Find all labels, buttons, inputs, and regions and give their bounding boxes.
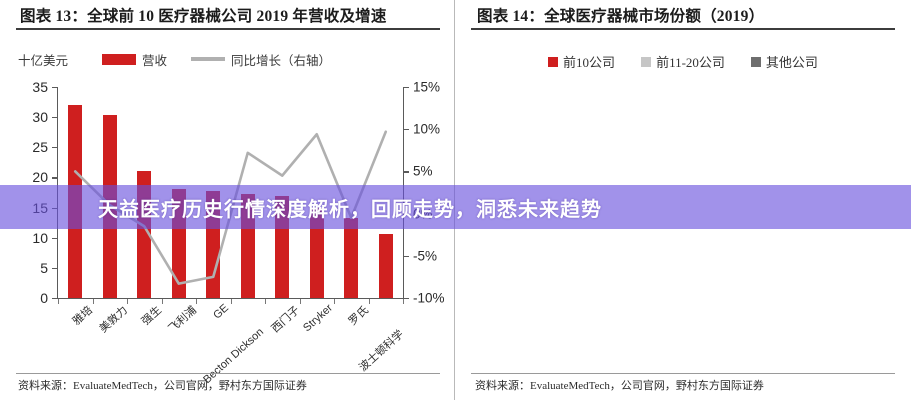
y2-axis-tick-label: 10% — [413, 121, 441, 137]
x-axis-label: 美敦力 — [97, 304, 130, 336]
x-axis-tick — [196, 299, 198, 304]
legend-item-growth: 同比增长（右轴） — [191, 50, 331, 69]
legend-label-growth: 同比增长（右轴） — [231, 53, 332, 68]
right-figure-title: 图表 14：全球医疗器械市场份额（2019） — [477, 8, 765, 25]
y-axis-tick — [52, 298, 57, 300]
x-axis-label: GE — [211, 302, 232, 322]
y-axis-tick — [52, 147, 57, 149]
pie-legend-label-top10: 前10公司 — [563, 55, 616, 70]
left-source-text: 资料来源：EvaluateMedTech，公司官网，野村东方国际证券 — [18, 380, 307, 392]
y2-axis-tick — [404, 171, 409, 173]
y2-axis-tick-label: 5% — [413, 163, 433, 179]
x-axis-tick — [92, 299, 94, 304]
right-figure-panel: 图表 14：全球医疗器械市场份额（2019） 前10公司 前11-20公司 其他… — [455, 0, 911, 400]
y-axis-tick — [52, 267, 57, 270]
x-axis-label: 西门子 — [269, 304, 303, 336]
right-source-rule — [471, 373, 895, 374]
y-axis-tick-label: 20 — [32, 169, 48, 186]
x-axis-tick — [127, 299, 129, 304]
x-axis-tick — [368, 299, 370, 304]
pie-legend: 前10公司 前11-20公司 其他公司 — [455, 52, 911, 71]
right-title-rule — [471, 28, 895, 30]
left-title-rule — [16, 28, 440, 30]
legend-label-revenue: 营收 — [142, 53, 168, 68]
legend-item-revenue: 营收 — [102, 50, 167, 69]
y-axis-tick — [52, 177, 57, 179]
left-figure-title: 图表 13：全球前 10 医疗器械公司 2019 年营收及增速 — [20, 8, 387, 25]
pie-legend-label-others: 其他公司 — [765, 55, 818, 70]
y-axis-tick-label: 25 — [32, 139, 48, 156]
left-source-rule — [16, 373, 440, 374]
y-axis-tick-label: 35 — [32, 79, 48, 95]
left-axis-unit-label: 十亿美元 — [18, 53, 69, 68]
pie-legend-swatch-icon-others — [750, 56, 761, 67]
x-axis — [57, 297, 404, 299]
legend-line-swatch-icon — [191, 57, 226, 61]
y2-axis-tick — [404, 298, 409, 300]
bar — [378, 233, 393, 298]
x-axis-label: 雅培 — [70, 304, 96, 328]
y2-axis-tick-label: -5% — [413, 248, 438, 264]
overlay-banner-text: 天益医疗历史行情深度解析，回顾走势，洞悉未来趋势 — [98, 198, 602, 221]
x-axis-tick — [334, 299, 336, 304]
x-axis-tick — [230, 299, 232, 304]
pie-legend-item-11to20: 前11-20公司 — [641, 52, 725, 71]
pie-legend-swatch-icon-11to20 — [641, 56, 652, 67]
y2-axis-tick — [404, 87, 409, 89]
y-axis-tick-label: 5 — [40, 259, 48, 276]
pie-legend-item-top10: 前10公司 — [548, 52, 615, 71]
y-axis-tick-label: 10 — [32, 229, 48, 246]
x-axis-label: 强生 — [139, 304, 165, 328]
pie-legend-swatch-icon-top10 — [548, 56, 559, 67]
pie-legend-label-11to20: 前11-20公司 — [656, 55, 725, 70]
y-axis-tick — [52, 237, 57, 239]
x-axis-tick — [161, 299, 163, 304]
y2-axis-tick — [404, 255, 409, 257]
x-axis-label: 波士顿科学 — [356, 328, 406, 374]
x-axis-tick — [58, 299, 60, 304]
x-axis-label: 飞利浦 — [166, 304, 199, 336]
x-axis-tick — [403, 299, 405, 304]
pie-legend-item-others: 其他公司 — [750, 52, 818, 71]
right-source-text: 资料来源：EvaluateMedTech，公司官网，野村东方国际证券 — [475, 380, 764, 392]
x-axis-tick — [299, 299, 301, 304]
y2-axis-tick-label: 15% — [413, 79, 441, 95]
legend-bar-swatch-icon — [102, 53, 137, 65]
left-chart-legend: 十亿美元 营收 同比增长（右轴） — [18, 49, 355, 69]
y-axis-tick — [52, 117, 57, 119]
y2-axis-tick-label: -10% — [413, 290, 445, 306]
x-axis-tick — [265, 299, 267, 304]
x-axis-label: Stryker — [300, 302, 335, 335]
bar — [309, 208, 324, 298]
y-axis-tick — [52, 87, 57, 89]
y2-axis-tick — [404, 129, 409, 131]
y-axis-tick-label: 30 — [32, 109, 48, 126]
bar — [344, 218, 359, 298]
overlay-banner: 天益医疗历史行情深度解析，回顾走势，洞悉未来趋势 — [0, 185, 911, 229]
y-axis-tick-label: 0 — [40, 290, 48, 306]
x-axis-label: 罗氏 — [346, 304, 372, 328]
